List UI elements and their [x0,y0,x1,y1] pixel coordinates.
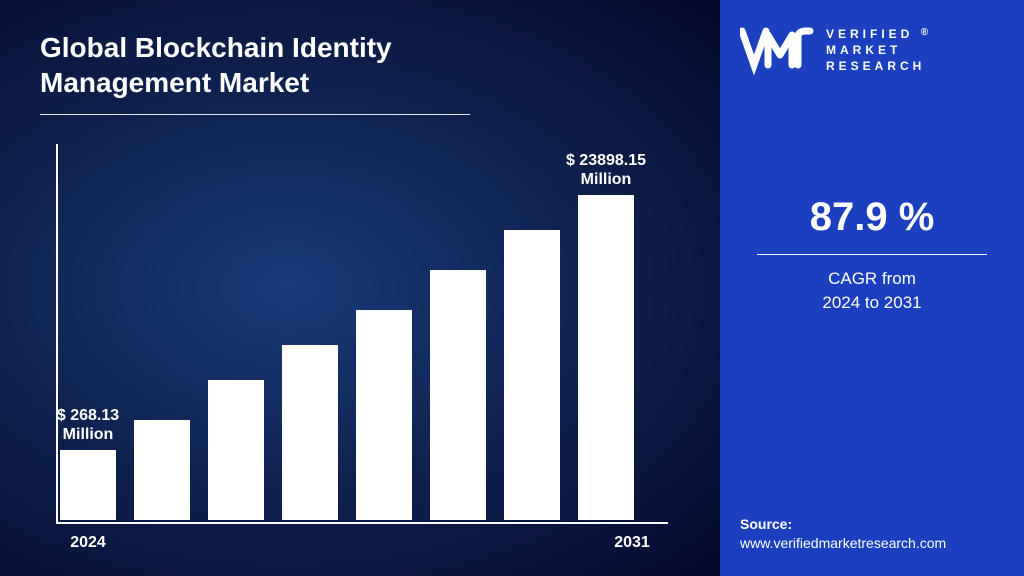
cagr-caption-line2: 2024 to 2031 [740,291,1004,315]
bar-value-label: $ 268.13Million [57,407,119,444]
chart-x-axis [56,522,668,524]
cagr-caption: CAGR from 2024 to 2031 [740,267,1004,315]
cagr-block: 87.9 % CAGR from 2024 to 2031 [740,195,1004,315]
registered-mark: ® [921,27,928,38]
source-label: Source: [740,515,946,535]
bar [134,420,190,520]
cagr-caption-line1: CAGR from [740,267,1004,291]
title-underline [40,114,470,115]
x-axis-labels: 2024 2031 [60,534,660,552]
bar-2025 [134,420,190,520]
source-citation: Source: www.verifiedmarketresearch.com [740,515,946,554]
vmr-logo-icon [740,25,818,75]
bar-2028 [356,310,412,520]
logo-line3: RESEARCH [826,58,928,74]
brand-logo: VERIFIED ® MARKET RESEARCH [740,25,1004,75]
x-label-end: 2031 [604,534,660,552]
bar-2027 [282,345,338,520]
cagr-value: 87.9 % [740,195,1004,240]
bars-row: $ 268.13Million $ 23898.15Million [60,160,660,520]
bar-2031: $ 23898.15Million [578,195,634,520]
bar [60,450,116,520]
left-panel: Global Blockchain Identity Management Ma… [0,0,720,576]
x-label-spacer [116,534,604,552]
bar [504,230,560,520]
bar [578,195,634,520]
bar [208,380,264,520]
logo-line1: VERIFIED [826,27,913,41]
chart-y-axis [56,144,58,524]
bar-2030 [504,230,560,520]
x-label-start: 2024 [60,534,116,552]
cagr-underline [757,254,987,255]
bar [356,310,412,520]
bar [430,270,486,520]
logo-line2: MARKET [826,42,928,58]
bar-value-label: $ 23898.15Million [566,152,646,189]
brand-logo-text: VERIFIED ® MARKET RESEARCH [826,26,928,75]
bar [282,345,338,520]
bar-2026 [208,380,264,520]
source-url: www.verifiedmarketresearch.com [740,534,946,554]
bar-2029 [430,270,486,520]
right-panel: VERIFIED ® MARKET RESEARCH 87.9 % CAGR f… [720,0,1024,576]
page-title: Global Blockchain Identity Management Ma… [40,30,520,100]
bar-chart: $ 268.13Million $ 23898.15Million [60,160,660,520]
bar-2024: $ 268.13Million [60,450,116,520]
